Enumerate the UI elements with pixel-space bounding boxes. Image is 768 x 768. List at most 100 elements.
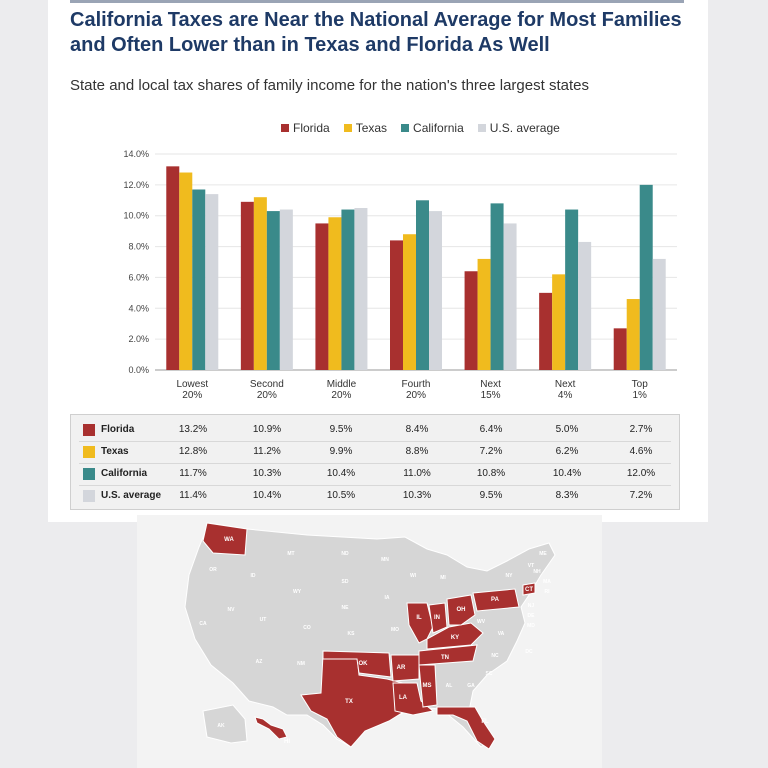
map-label-ky: KY [451,635,459,641]
map-label-la: LA [399,695,408,701]
legend-swatch-texas [343,124,352,132]
legend-label-texas: Texas [355,121,388,135]
map-label-ok: OK [359,661,369,667]
map-label-id: ID [251,573,256,579]
map-label-co: CO [303,625,311,631]
map-label-ma: MA [543,579,551,585]
map-label-wi: WI [410,573,417,579]
map-label-pa: PA [491,597,500,603]
data-table: Florida 13.2% 10.9% 9.5% 8.4% 6.4% 5.0% 2.7% Tex… [70,414,680,510]
map-label-ne: NE [342,605,350,611]
map-label-ca: CA [199,621,207,627]
bar-u-s-average [279,209,293,370]
map-label-tn: TN [441,655,449,661]
bar-texas [477,258,491,370]
x-tick-label: Lowest [176,379,208,390]
table-cell: 10.5% [326,490,356,501]
map-label-tx: TX [345,699,353,705]
map-label-ga: GA [467,683,475,689]
table-divider [79,441,671,442]
map-label-md: MD [527,623,535,629]
table-cell: 9.5% [479,490,503,501]
table-row-label: U.S. average [101,490,162,501]
bar-texas [626,299,640,370]
table-cell: 12.8% [178,446,208,457]
table-divider [79,485,671,486]
map-label-wv: WV [477,619,486,625]
map-state-tn [418,644,478,666]
bar-u-s-average [205,194,219,370]
map-label-nc: NC [491,653,499,659]
table-cell: 10.4% [552,468,582,479]
legend-label-us-average: U.S. average [489,121,560,135]
x-tick-label: 4% [558,390,573,401]
table-cell: 11.0% [403,468,431,479]
table-cell: 11.2% [253,446,281,457]
map-label-ct: CT [525,587,533,593]
map-label-sc: SC [486,671,493,677]
x-tick-label: Second [250,379,284,390]
map-label-dc: DC [525,649,533,655]
map-label-ny: NY [506,573,514,579]
map-label-oh: OH [457,607,466,613]
table-cell: 6.4% [479,424,503,435]
y-tick-label: 14.0% [123,149,149,159]
bar-chart: 0.0% 2.0% 4.0% 6.0% 8.0% 10.0% 12.0% 14.0% Lowes… [123,149,677,401]
map-label-fl: FL [481,719,489,725]
table-divider [79,463,671,464]
map-state-fl [436,706,496,750]
top-rule [70,0,684,3]
table-cell: 10.9% [252,424,282,435]
x-tick-label: Fourth [402,379,431,390]
table-cell: 8.4% [405,424,429,435]
chart-subtitle: State and local tax shares of family inc… [70,77,589,94]
map-label-in: IN [434,615,440,621]
x-tick-label: Top [632,379,649,390]
table-cell: 10.8% [476,468,506,479]
y-tick-label: 10.0% [123,211,149,221]
map-state-il [406,602,434,644]
table-cell: 6.2% [555,446,579,457]
bar-texas [552,274,566,370]
map-state-ky [426,622,484,650]
x-tick-label: 20% [406,390,426,401]
bar-u-s-average [652,258,666,370]
table-cell: 9.5% [329,424,353,435]
map-label-nj: NJ [528,603,535,609]
legend-label-florida: Florida [293,121,330,135]
map-label-wa: WA [224,537,234,543]
bar-california [490,203,504,370]
map-state-labels: WA TX OK AR LA MS TN KY IL IN OH PA FL CT HI OR ID MT ND MN… [199,537,551,745]
bar-florida [390,240,403,370]
map-label-il: IL [416,615,422,621]
map-label-az: AZ [256,659,263,665]
map-state-pa [472,588,520,612]
us-map-panel: WA TX OK AR LA MS TN KY IL IN OH PA FL CT HI OR ID MT ND MN… [137,515,602,768]
bar-florida [240,201,254,370]
table-row: California 11.7% 10.3% 10.4% 11.0% 10.8% 10.4%… [71,463,679,485]
map-label-or: OR [209,567,217,573]
x-tick-label: Middle [327,379,357,390]
map-state-wa [202,522,248,556]
y-tick-label: 4.0% [128,303,149,313]
y-tick-label: 2.0% [128,334,149,344]
bar-u-s-average [578,241,592,370]
x-tick-label: 20% [182,390,202,401]
table-cell: 13.2% [178,424,208,435]
map-label-ar: AR [397,665,406,671]
map-label-ak: AK [217,723,225,729]
map-state-ok [322,650,392,678]
map-label-nm: NM [297,661,305,667]
map-label-hi: HI [284,739,290,745]
table-row: Texas 12.8% 11.2% 9.9% 8.8% 7.2% 6.2% 4.6% [71,441,679,463]
bar-florida [315,223,329,370]
bar-california [565,209,579,370]
x-tick-label: Next [555,379,576,390]
table-cell: 8.8% [405,446,429,457]
table-cell: 11.7% [179,468,207,479]
bar-u-s-average [503,223,517,370]
table-cell: 10.4% [252,490,282,501]
bar-u-s-average [429,211,442,370]
table-cell: 2.7% [629,424,653,435]
map-state-hi [254,716,288,740]
